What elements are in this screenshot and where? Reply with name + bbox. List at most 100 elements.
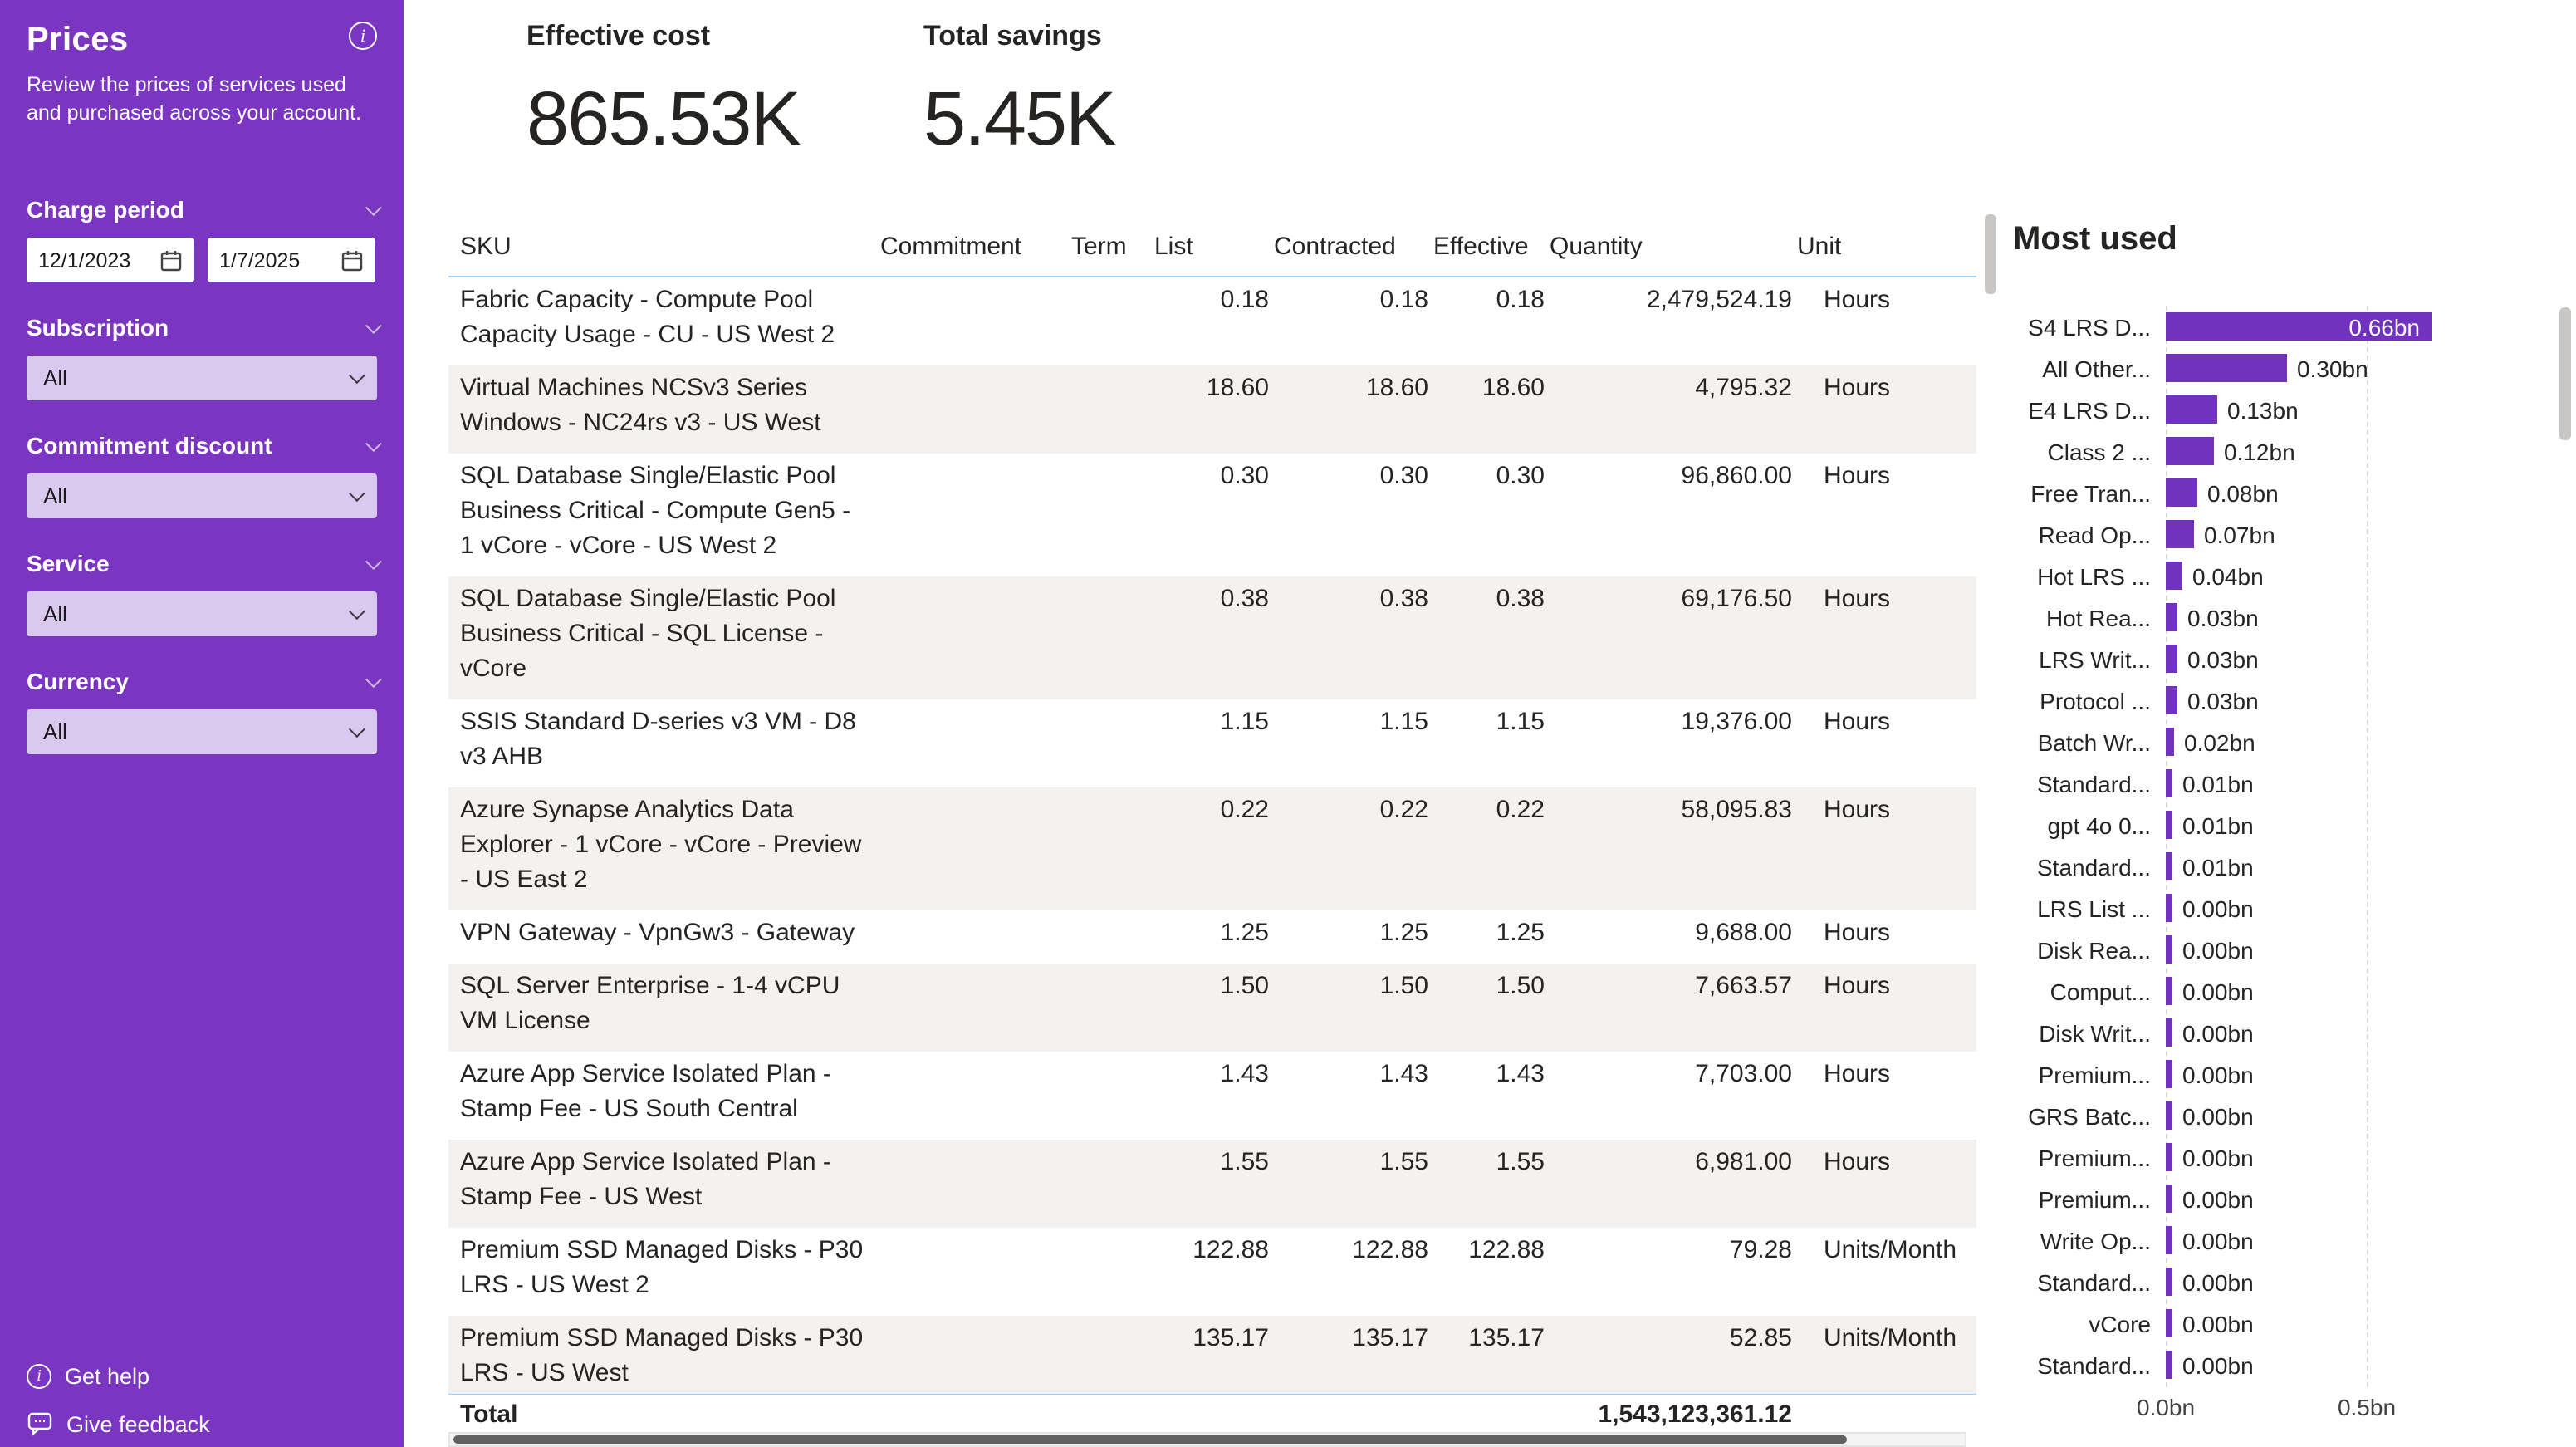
bar-area: 0.00bn (2166, 1219, 2553, 1261)
bar[interactable] (2166, 1351, 2172, 1379)
bar-area: 0.01bn (2166, 846, 2553, 887)
bar[interactable] (2166, 1226, 2172, 1254)
give-feedback-link[interactable]: Give feedback (27, 1410, 210, 1437)
table-row[interactable]: VPN Gateway - VpnGw3 - Gateway 1.25 1.25 1.… (448, 910, 1976, 964)
category-label: Standard... (2037, 1268, 2151, 1295)
table-cell (880, 699, 1071, 787)
column-header-effective[interactable]: Effective (1433, 233, 1529, 261)
table-cell: 122.88 (1193, 1236, 1269, 1264)
category-label: Premium... (2038, 1185, 2151, 1212)
table-row[interactable]: Azure Synapse Analytics Data Explorer - … (448, 787, 1976, 910)
bar[interactable] (2166, 811, 2172, 839)
bar[interactable] (2166, 686, 2177, 714)
table-cell: 1.50 (1496, 972, 1545, 1000)
value-label: 0.08bn (2207, 479, 2279, 506)
bar[interactable] (2166, 852, 2172, 880)
bar[interactable] (2166, 1268, 2172, 1296)
calendar-icon[interactable] (340, 248, 364, 272)
bar[interactable] (2166, 354, 2287, 382)
scrollbar-thumb[interactable] (453, 1435, 1848, 1444)
chevron-down-icon[interactable] (365, 670, 382, 688)
page-description: Review the prices of services used and p… (27, 73, 362, 125)
bar-area: 0.12bn (2166, 430, 2553, 472)
bar[interactable] (2166, 520, 2194, 548)
bar[interactable] (2166, 603, 2177, 631)
table-row[interactable]: Fabric Capacity - Compute Pool Capacity … (448, 277, 1976, 365)
bar[interactable] (2166, 894, 2172, 922)
calendar-icon[interactable] (159, 248, 183, 272)
bar-area: 0.00bn (2166, 1136, 2553, 1178)
bar[interactable] (2166, 728, 2174, 756)
subscription-dropdown[interactable]: All (27, 356, 377, 400)
bar-area: 0.00bn (2166, 970, 2553, 1012)
table-cell (1071, 1052, 1154, 1140)
commitment-discount-dropdown[interactable]: All (27, 473, 377, 518)
chart-row: Write Op... 0.00bn (2013, 1219, 2553, 1261)
bar-area: 0.00bn (2166, 1095, 2553, 1136)
value-label: 0.00bn (2182, 1102, 2254, 1129)
chart-row: LRS List ... 0.00bn (2013, 887, 2553, 929)
bar[interactable] (2166, 769, 2172, 797)
bar[interactable] (2166, 1060, 2172, 1088)
table-row[interactable]: SQL Server Enterprise - 1-4 vCPU VM Lice… (448, 964, 1976, 1052)
get-help-link[interactable]: i Get help (27, 1364, 210, 1389)
table-row[interactable]: Azure App Service Isolated Plan - Stamp … (448, 1052, 1976, 1140)
table-cell: 96,860.00 (1681, 462, 1792, 490)
column-header-contracted[interactable]: Contracted (1274, 233, 1396, 261)
chart-row: Free Tran... 0.08bn (2013, 472, 2553, 513)
column-header-commitment[interactable]: Commitment (880, 233, 1022, 261)
bar[interactable] (2166, 1309, 2172, 1337)
chevron-down-icon[interactable] (365, 316, 382, 334)
bar[interactable] (2166, 1185, 2172, 1213)
horizontal-scrollbar[interactable] (448, 1432, 1966, 1447)
table-cell (880, 1228, 1071, 1316)
bar[interactable] (2166, 1018, 2172, 1047)
column-header-unit[interactable]: Unit (1797, 233, 1842, 261)
table-row[interactable]: Premium SSD Managed Disks - P30 LRS - US… (448, 1228, 1976, 1316)
column-header-sku[interactable]: SKU (460, 233, 512, 261)
chevron-down-icon[interactable] (365, 552, 382, 570)
chevron-down-icon[interactable] (365, 199, 382, 216)
chevron-down-icon[interactable] (365, 434, 382, 452)
table-cell: 0.18 (1379, 286, 1428, 314)
column-header-quantity[interactable]: Quantity (1550, 233, 1643, 261)
table-row[interactable]: SSIS Standard D-series v3 VM - D8 v3 AHB… (448, 699, 1976, 787)
end-date-input[interactable]: 1/7/2025 (208, 238, 375, 282)
chart-row: Class 2 ... 0.12bn (2013, 430, 2553, 472)
start-date-input[interactable]: 12/1/2023 (27, 238, 194, 282)
bar[interactable] (2166, 1143, 2172, 1171)
service-dropdown[interactable]: All (27, 591, 377, 636)
bar[interactable] (2166, 1101, 2172, 1130)
bar[interactable] (2166, 935, 2172, 964)
table-cell: Azure App Service Isolated Plan - Stamp … (460, 1148, 831, 1211)
table-header: SKU Commitment Term List Contracted Effective… (448, 221, 1976, 277)
bar[interactable] (2166, 562, 2182, 590)
table-cell: 1.55 (1496, 1148, 1545, 1176)
chart-row: Standard... 0.01bn (2013, 846, 2553, 887)
table-vertical-scrollbar[interactable] (1985, 214, 1996, 294)
column-header-term[interactable]: Term (1071, 233, 1127, 261)
bar[interactable] (2166, 977, 2172, 1005)
column-header-list[interactable]: List (1154, 233, 1193, 261)
bar[interactable] (2166, 437, 2214, 465)
table-row[interactable]: SQL Database Single/Elastic Pool Busines… (448, 454, 1976, 576)
bar-area: 0.00bn (2166, 1261, 2553, 1302)
value-label: 0.12bn (2224, 438, 2295, 464)
table-row[interactable]: Azure App Service Isolated Plan - Stamp … (448, 1140, 1976, 1228)
table-row[interactable]: Virtual Machines NCSv3 Series Windows - … (448, 365, 1976, 454)
table-cell: Virtual Machines NCSv3 Series Windows - … (460, 374, 821, 437)
bar[interactable]: 0.66bn (2166, 312, 2432, 341)
table-row[interactable]: Premium SSD Managed Disks - P30 LRS - US… (448, 1316, 1976, 1394)
table-row[interactable]: SQL Database Single/Elastic Pool Busines… (448, 576, 1976, 699)
filter-subscription: Subscription All (27, 312, 382, 400)
table-cell: 1.55 (1379, 1148, 1428, 1176)
currency-dropdown[interactable]: All (27, 709, 377, 754)
bar[interactable] (2166, 645, 2177, 673)
bar[interactable] (2166, 478, 2197, 507)
value-label: 0.00bn (2182, 936, 2254, 963)
category-label: Standard... (2037, 770, 2151, 797)
table-cell (880, 1140, 1071, 1228)
chart-scrollbar[interactable] (2559, 307, 2571, 440)
info-icon[interactable]: i (349, 22, 377, 50)
bar[interactable] (2166, 395, 2217, 424)
